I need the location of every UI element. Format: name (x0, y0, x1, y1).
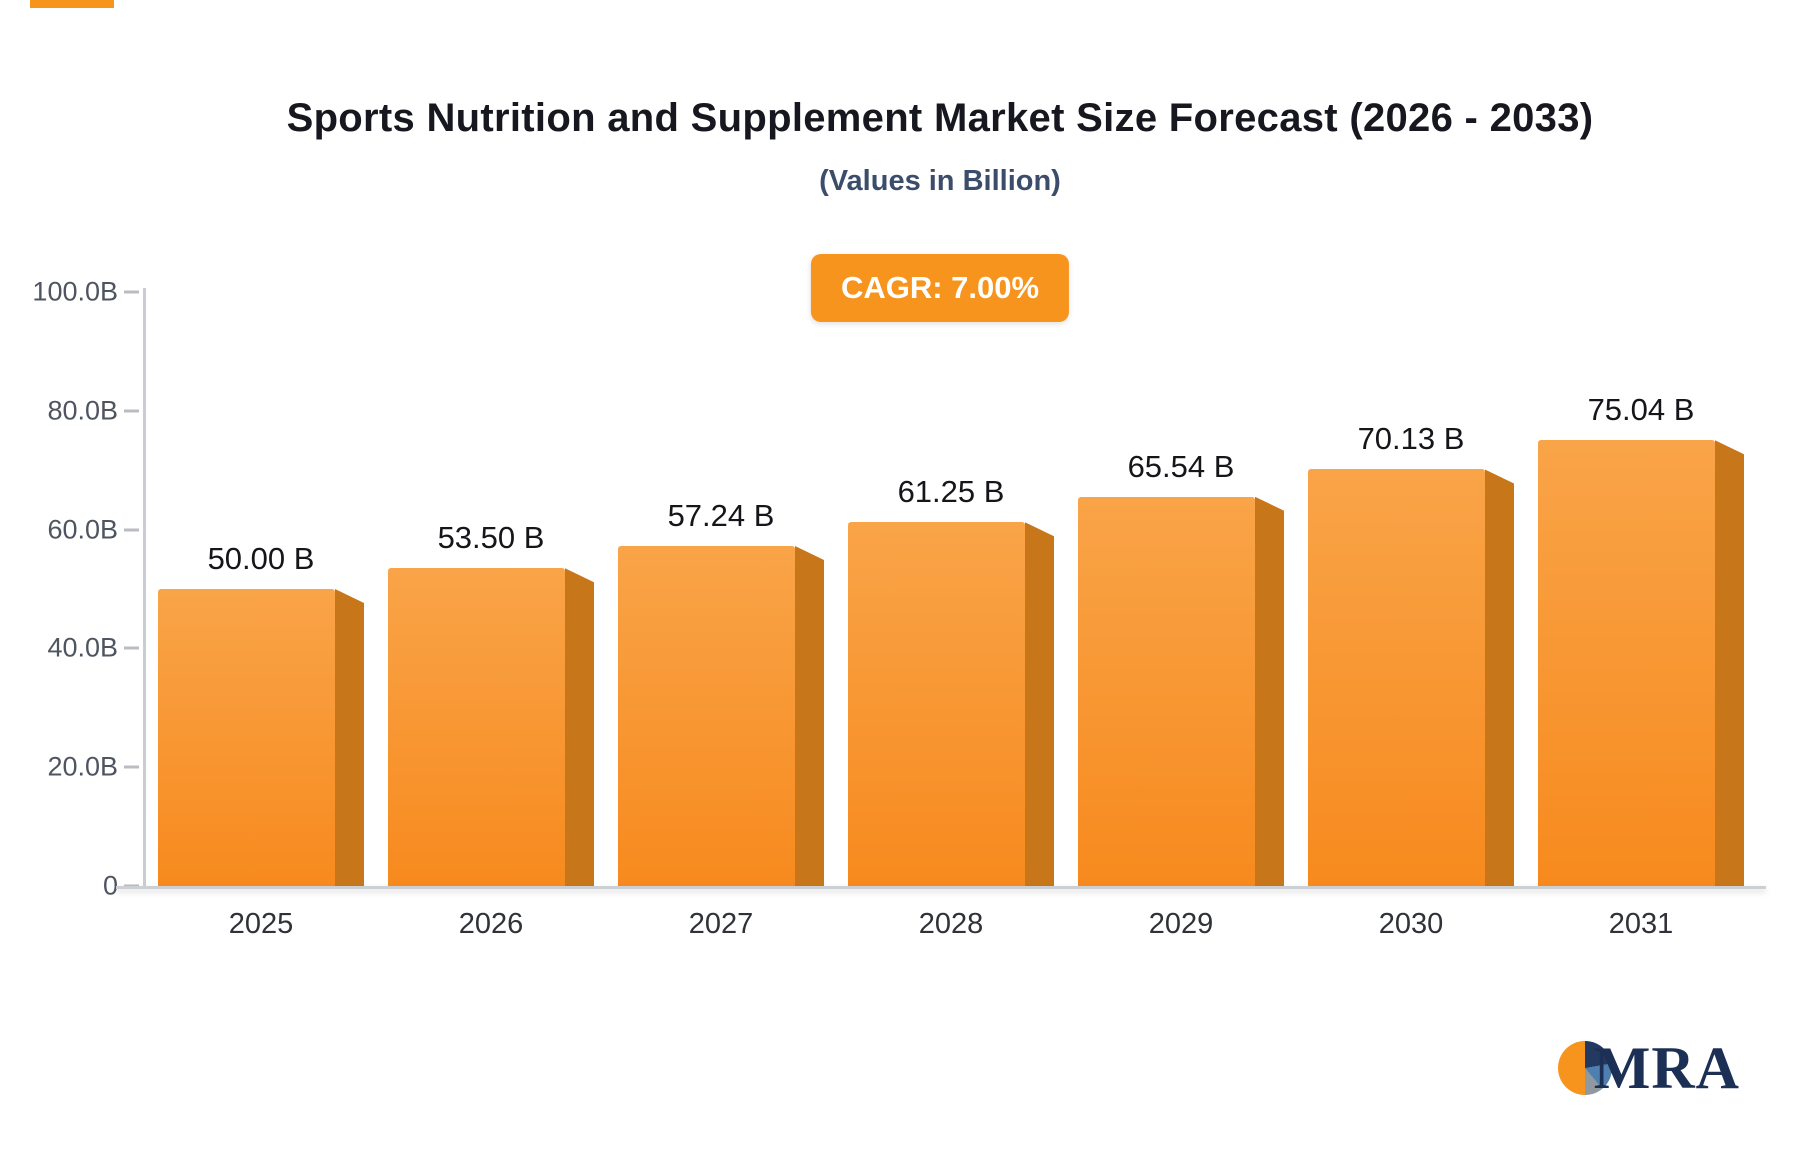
bar-2029: 65.54 B (1078, 449, 1284, 886)
bar-face (388, 568, 565, 886)
bars-container: 50.00 B 53.50 B 57.24 B 61.25 B 65.54 B 70.13… (146, 292, 1756, 886)
y-axis-tick-mark (124, 646, 139, 650)
bar-face (618, 546, 795, 886)
bar-side (1025, 522, 1054, 886)
x-labels: 2025 2026 2027 2028 2029 2030 2031 (146, 908, 1756, 941)
mra-logo-icon (1557, 1041, 1612, 1095)
bar-chart-plot: 0 20.0B 40.0B 60.0B 80.0B 100.0B 50.00 B 53.50… (32, 277, 1766, 940)
y-axis-tick-mark (124, 290, 139, 294)
y-axis-tick-label: 20.0B (47, 751, 118, 782)
x-axis-label: 2028 (918, 908, 984, 940)
bar-2027: 57.24 B (618, 498, 824, 886)
chart-title: Sports Nutrition and Supplement Market S… (286, 96, 1594, 140)
bar-side (1255, 496, 1284, 886)
bar-side (335, 589, 364, 886)
y-axis-tick-mark (124, 765, 139, 769)
y-axis-tick-mark (124, 528, 139, 532)
bar-face (848, 522, 1025, 886)
bar-slot: 75.04 B (1526, 292, 1756, 886)
bar-2030: 70.13 B (1308, 421, 1514, 886)
bar-face (158, 589, 335, 886)
bar-2026: 53.50 B (388, 520, 594, 886)
y-axis-tick-label: 100.0B (32, 276, 118, 307)
y-axis-line (143, 288, 146, 886)
bar-slot: 70.13 B (1296, 292, 1526, 886)
y-axis-tick-label: 80.0B (47, 395, 118, 426)
x-axis-label: 2029 (1148, 908, 1214, 940)
y-axis-tick-label: 40.0B (47, 632, 118, 663)
cagr-badge: CAGR: 7.00% (810, 254, 1070, 322)
x-axis-line (116, 886, 1766, 889)
bar-side (795, 546, 824, 886)
y-axis-tick-mark (124, 409, 139, 413)
chart-subtitle: (Values in Billion) (819, 165, 1061, 197)
bar-value-label: 53.50 B (437, 520, 545, 556)
y-axis-tick-label: 0 (102, 870, 118, 901)
mra-logo-text: MRA (1593, 1035, 1740, 1101)
x-axis-label: 2030 (1378, 908, 1444, 940)
bar-value-label: 65.54 B (1127, 448, 1235, 484)
bar-2031: 75.04 B (1538, 392, 1744, 886)
bar-face (1078, 496, 1255, 886)
bar-slot: 61.25 B (836, 292, 1066, 886)
bar-face (1538, 440, 1715, 886)
x-axis-label: 2026 (458, 908, 524, 940)
bar-side (1715, 440, 1744, 886)
bar-slot: 57.24 B (606, 292, 836, 886)
bar-side (1485, 469, 1514, 886)
x-axis-label: 2027 (688, 908, 754, 940)
bar-face (1308, 469, 1485, 886)
x-axis-label: 2025 (228, 908, 294, 940)
x-axis-label: 2031 (1608, 908, 1674, 940)
mra-logo: MRA (1557, 1035, 1740, 1101)
bar-slot: 53.50 B (376, 292, 606, 886)
bar-value-label: 75.04 B (1587, 392, 1695, 428)
y-axis-tick-label: 60.0B (47, 514, 118, 545)
bar-slot: 50.00 B (146, 292, 376, 886)
bar-side (565, 568, 594, 886)
top-left-accent-bar (30, 0, 114, 8)
bar-value-label: 70.13 B (1357, 421, 1465, 457)
bar-value-label: 57.24 B (667, 498, 775, 533)
bar-value-label: 61.25 B (897, 474, 1005, 510)
bar-value-label: 50.00 B (207, 541, 315, 576)
bar-slot: 65.54 B (1066, 292, 1296, 886)
bar-2028: 61.25 B (848, 474, 1054, 886)
bar-2025: 50.00 B (158, 541, 364, 886)
chart-header: Sports Nutrition and Supplement Market S… (80, 96, 1800, 198)
